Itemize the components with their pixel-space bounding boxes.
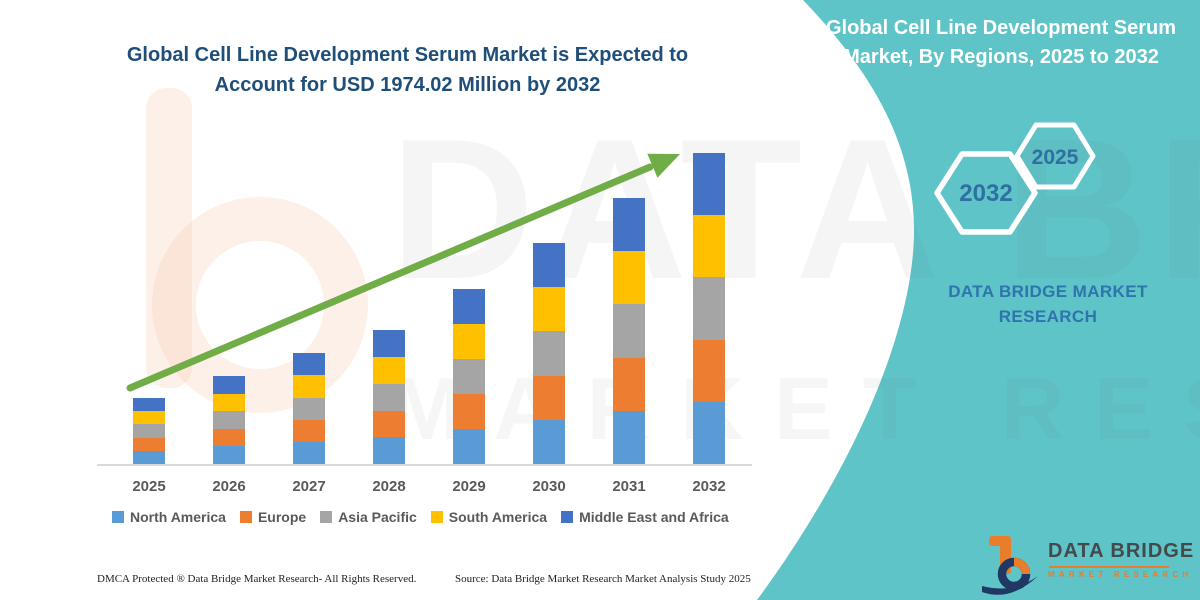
legend-item-middle-east-and-africa: Middle East and Africa — [561, 509, 729, 525]
x-axis-label-2026: 2026 — [212, 478, 246, 495]
bar-segment-europe — [533, 375, 565, 420]
chart-title-line2: Account for USD 1974.02 Million by 2032 — [214, 74, 601, 96]
bar-segment-middle-east-and-africa — [693, 152, 725, 216]
legend-label: South America — [448, 509, 548, 525]
legend-label: North America — [130, 509, 226, 525]
bar-segment-north-america — [373, 437, 405, 464]
bar-segment-north-america — [133, 450, 165, 464]
bar-segment-asia-pacific — [213, 411, 245, 429]
stacked-bar-2029 — [453, 288, 485, 464]
bar-segment-asia-pacific — [293, 397, 325, 420]
legend-swatch-icon — [430, 511, 443, 523]
data-bridge-b-watermark-icon — [146, 88, 368, 413]
legend-item-south-america: South America — [430, 509, 548, 525]
bar-segment-north-america — [613, 410, 645, 464]
bar-segment-middle-east-and-africa — [373, 330, 405, 358]
hexagon-year-2032: 2032 — [959, 180, 1012, 207]
x-axis-label-2029: 2029 — [452, 478, 486, 495]
bar-segment-middle-east-and-africa — [453, 288, 485, 324]
data-bridge-logo-icon — [982, 536, 1038, 595]
brand-name-line2: RESEARCH — [998, 307, 1098, 326]
brand-name-line1: DATA BRIDGE MARKET — [948, 282, 1148, 301]
trend-arrow-icon — [126, 153, 680, 392]
logo-subtitle: MARKET RESEARCH — [1048, 570, 1193, 579]
legend-swatch-icon — [239, 511, 252, 523]
dmca-copyright-text: DMCA Protected ® Data Bridge Market Rese… — [97, 573, 417, 585]
source-attribution-text: Source: Data Bridge Market Research Mark… — [455, 573, 751, 585]
bar-segment-europe — [373, 410, 405, 438]
bar-segment-asia-pacific — [693, 277, 725, 340]
bar-chart-plot-area: 2025 2026 2027 2028 2029 2030 2031 2032 — [132, 152, 726, 495]
bar-segment-south-america — [693, 215, 725, 278]
bar-segment-europe — [613, 357, 645, 411]
bar-segment-south-america — [133, 411, 165, 425]
logo-text-block: DATA BRIDGE MARKET RESEARCH — [1048, 530, 1194, 598]
brand-name-text: DATA BRIDGE MARKET RESEARCH — [880, 279, 1200, 329]
bar-segment-south-america — [293, 375, 325, 398]
sidebar-title-line1: Global Cell Line Development Serum — [825, 17, 1177, 39]
legend-item-asia-pacific: Asia Pacific — [320, 509, 417, 525]
stacked-bar-2027 — [293, 353, 325, 464]
bar-segment-middle-east-and-africa — [213, 376, 245, 394]
bar-segment-middle-east-and-africa — [293, 353, 325, 376]
hexagon-year-2025: 2025 — [1032, 146, 1079, 169]
bar-segment-north-america — [213, 446, 245, 464]
legend-label: Europe — [257, 509, 307, 525]
sidebar-title: Global Cell Line Development Serum Marke… — [812, 14, 1190, 72]
stacked-bar-2030 — [533, 242, 565, 464]
legend-label: Middle East and Africa — [579, 509, 729, 525]
bar-segment-europe — [133, 437, 165, 451]
stacked-bar-2031 — [613, 197, 645, 464]
x-axis-label-2030: 2030 — [532, 478, 566, 495]
chart-title: Global Cell Line Development Serum Marke… — [95, 40, 720, 100]
bar-segment-middle-east-and-africa — [533, 242, 565, 288]
bar-segment-north-america — [453, 428, 485, 464]
stacked-bar-2032 — [693, 152, 725, 464]
bar-segment-south-america — [453, 323, 485, 359]
bar-segment-south-america — [613, 251, 645, 305]
x-axis-label-2032: 2032 — [692, 478, 726, 495]
stacked-bar-2026 — [213, 376, 245, 464]
legend-item-north-america: North America — [112, 509, 226, 525]
legend-item-europe: Europe — [239, 509, 307, 525]
bar-segment-south-america — [373, 357, 405, 384]
chart-legend: North America Europe Asia Pacific South Ame… — [112, 509, 729, 525]
bar-segment-asia-pacific — [533, 331, 565, 376]
bar-segment-asia-pacific — [453, 358, 485, 394]
legend-swatch-icon — [561, 511, 574, 523]
chart-title-line1: Global Cell Line Development Serum Marke… — [126, 44, 689, 66]
bar-segment-south-america — [213, 393, 245, 412]
bar-segment-asia-pacific — [613, 304, 645, 358]
bar-segment-asia-pacific — [373, 383, 405, 411]
legend-swatch-icon — [112, 511, 124, 523]
bar-segment-south-america — [533, 287, 565, 332]
bar-segment-middle-east-and-africa — [133, 398, 165, 412]
x-axis-line — [97, 464, 752, 466]
logo-title: DATA BRIDGE — [1048, 540, 1195, 562]
legend-label: Asia Pacific — [338, 509, 417, 525]
bar-segment-europe — [213, 428, 245, 447]
bar-segment-north-america — [293, 441, 325, 464]
bar-segment-north-america — [693, 401, 725, 464]
legend-swatch-icon — [320, 511, 333, 523]
bar-segment-asia-pacific — [133, 424, 165, 438]
x-axis-label-2028: 2028 — [372, 478, 406, 495]
bar-segment-middle-east-and-africa — [613, 197, 645, 252]
stacked-bar-2025 — [133, 398, 165, 464]
stacked-bar-2028 — [373, 330, 405, 464]
bar-segment-north-america — [533, 419, 565, 464]
x-axis-label-2025: 2025 — [132, 478, 166, 495]
sidebar-title-line2: Market, By Regions, 2025 to 2032 — [843, 46, 1159, 68]
x-axis-label-2027: 2027 — [292, 478, 326, 495]
bar-segment-europe — [453, 393, 485, 429]
data-bridge-logo: DATA BRIDGE MARKET RESEARCH — [980, 530, 1194, 598]
hexagon-small-outline — [1014, 122, 1096, 190]
bar-segment-europe — [693, 339, 725, 402]
hexagon-large-outline — [934, 151, 1038, 235]
bar-segment-europe — [293, 419, 325, 442]
x-axis-label-2031: 2031 — [612, 478, 646, 495]
logo-divider — [1049, 566, 1169, 568]
